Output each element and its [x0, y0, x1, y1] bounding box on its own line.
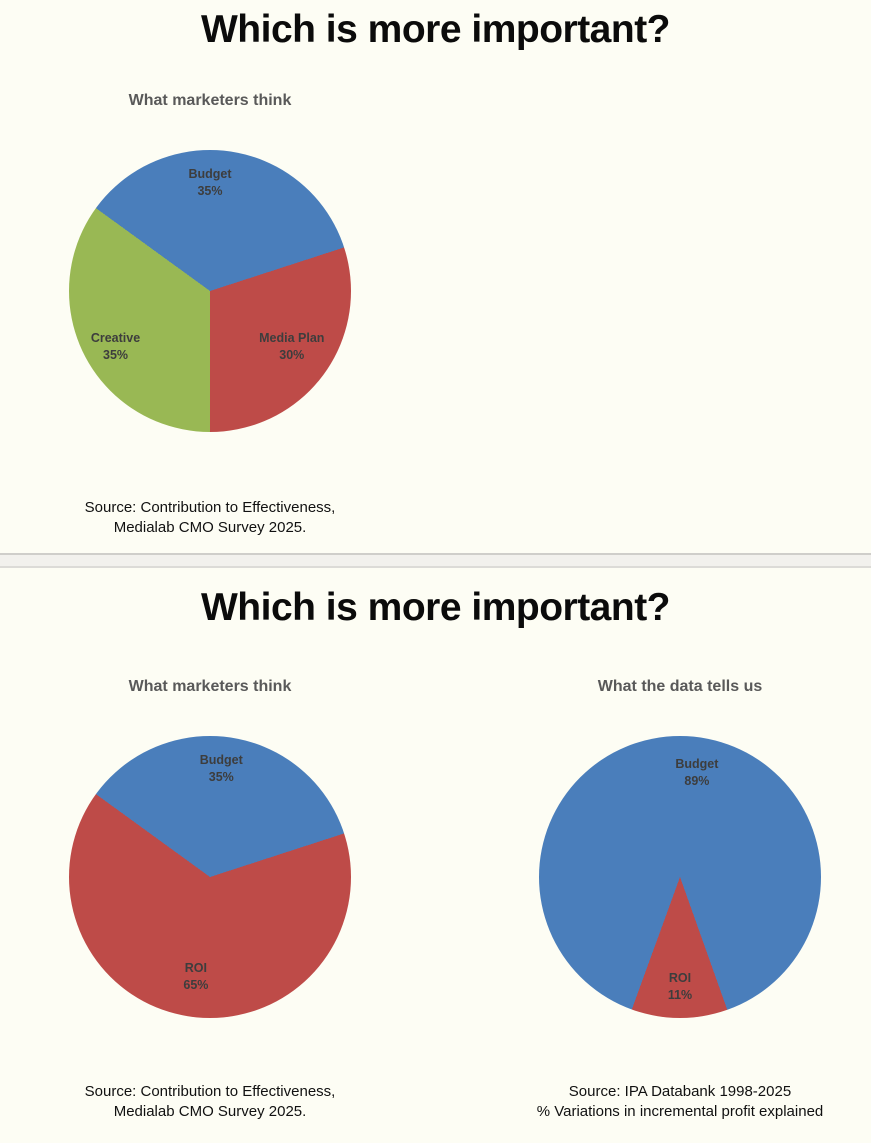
- slide-1: Which is more important? What marketers …: [0, 0, 871, 553]
- slide1-chart-subtitle: What marketers think: [128, 92, 292, 109]
- source-line-2: Medialab CMO Survey 2025.: [113, 1102, 307, 1120]
- slide2-right-chart-column: What the data tells us Budget 89% ROI 11…: [470, 678, 871, 1121]
- slide1-title: Which is more important?: [200, 8, 671, 51]
- pie-data-tells-us-graphic: [539, 736, 821, 1018]
- pie-marketers-think-graphic: [69, 150, 351, 432]
- source-line-1: Source: IPA Databank 1998-2025: [568, 1083, 792, 1100]
- slide-2: Which is more important? What marketers …: [0, 568, 871, 1143]
- pie-chart-marketers-think: Budget 35% Media Plan 30% Creative 35%: [69, 150, 351, 432]
- pie-marketers-think-2-graphic: [69, 736, 351, 1018]
- slide2-right-subtitle: What the data tells us: [597, 678, 763, 695]
- source-line-1: Source: Contribution to Effectiveness,: [84, 499, 336, 516]
- slide2-left-chart-column: What marketers think Budget 35% ROI 65% …: [0, 678, 420, 1121]
- slide-divider: [0, 553, 871, 568]
- source-line-2: Medialab CMO Survey 2025.: [113, 518, 307, 536]
- source-line-2: % Variations in incremental profit expla…: [536, 1102, 824, 1120]
- source-line-1: Source: Contribution to Effectiveness,: [84, 1083, 336, 1100]
- slide2-title: Which is more important?: [200, 586, 671, 629]
- slide1-source: Source: Contribution to Effectiveness, M…: [0, 498, 420, 537]
- pie-chart-marketers-think-2: Budget 35% ROI 65%: [69, 736, 351, 1018]
- pie-chart-data-tells-us: Budget 89% ROI 11%: [539, 736, 821, 1018]
- slide2-left-subtitle: What marketers think: [128, 678, 292, 695]
- slide2-right-source: Source: IPA Databank 1998-2025 % Variati…: [470, 1082, 871, 1121]
- slide1-chart-column: What marketers think Budget 35% Media Pl…: [0, 92, 420, 537]
- slide2-left-source: Source: Contribution to Effectiveness, M…: [0, 1082, 420, 1121]
